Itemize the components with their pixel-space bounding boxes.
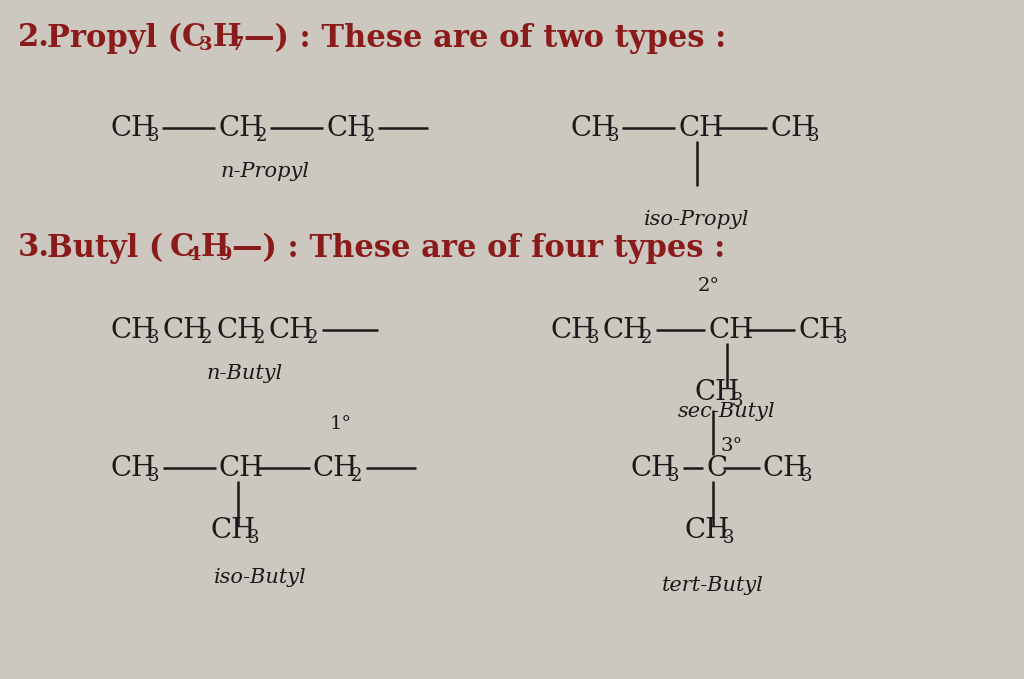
Text: 3: 3 <box>801 467 812 485</box>
Text: 4: 4 <box>187 246 201 264</box>
Text: n-Butyl: n-Butyl <box>207 364 283 383</box>
Text: C: C <box>706 454 727 481</box>
Text: CH: CH <box>770 115 815 141</box>
Text: 2: 2 <box>364 127 376 145</box>
Text: CH: CH <box>570 115 615 141</box>
Text: H: H <box>213 22 242 54</box>
Text: CH: CH <box>694 380 739 407</box>
Text: Propyl (: Propyl ( <box>47 22 182 54</box>
Text: 3: 3 <box>808 127 819 145</box>
Text: CH: CH <box>763 454 808 481</box>
Text: CH: CH <box>678 115 723 141</box>
Text: —) : These are of four types :: —) : These are of four types : <box>232 232 725 263</box>
Text: 2°: 2° <box>698 277 720 295</box>
Text: 2: 2 <box>351 467 362 485</box>
Text: iso-Propyl: iso-Propyl <box>644 210 750 229</box>
Text: n-Propyl: n-Propyl <box>220 162 309 181</box>
Text: 9: 9 <box>219 246 232 264</box>
Text: CH: CH <box>603 316 648 344</box>
Text: CH: CH <box>163 316 208 344</box>
Text: 2: 2 <box>641 329 652 347</box>
Text: 7: 7 <box>231 36 245 54</box>
Text: iso-Butyl: iso-Butyl <box>214 568 306 587</box>
Text: CH: CH <box>219 454 264 481</box>
Text: 3: 3 <box>608 127 620 145</box>
Text: CH: CH <box>630 454 675 481</box>
Text: 2.: 2. <box>18 22 50 54</box>
Text: sec-Butyl: sec-Butyl <box>678 402 776 421</box>
Text: 3°: 3° <box>721 437 743 455</box>
Text: 3: 3 <box>588 329 599 347</box>
Text: CH: CH <box>798 316 843 344</box>
Text: 3: 3 <box>668 467 680 485</box>
Text: 3: 3 <box>732 392 743 410</box>
Text: C: C <box>182 22 206 54</box>
Text: H: H <box>201 232 229 263</box>
Text: CH: CH <box>326 115 372 141</box>
Text: CH: CH <box>685 517 730 543</box>
Text: 1°: 1° <box>330 415 352 433</box>
Text: CH: CH <box>550 316 595 344</box>
Text: CH: CH <box>210 517 255 543</box>
Text: 3.: 3. <box>18 232 50 263</box>
Text: 3: 3 <box>148 467 160 485</box>
Text: C: C <box>170 232 195 263</box>
Text: 3: 3 <box>148 329 160 347</box>
Text: 3: 3 <box>248 529 259 547</box>
Text: CH: CH <box>708 316 754 344</box>
Text: CH: CH <box>218 115 263 141</box>
Text: 3: 3 <box>148 127 160 145</box>
Text: CH: CH <box>110 316 156 344</box>
Text: Butyl (: Butyl ( <box>47 232 163 263</box>
Text: 3: 3 <box>836 329 848 347</box>
Text: CH: CH <box>110 454 156 481</box>
Text: 2: 2 <box>256 127 267 145</box>
Text: —) : These are of two types :: —) : These are of two types : <box>244 22 726 54</box>
Text: CH: CH <box>269 316 314 344</box>
Text: CH: CH <box>216 316 261 344</box>
Text: 2: 2 <box>307 329 318 347</box>
Text: CH: CH <box>110 115 156 141</box>
Text: CH: CH <box>313 454 358 481</box>
Text: 3: 3 <box>199 36 213 54</box>
Text: tert-Butyl: tert-Butyl <box>663 576 764 595</box>
Text: 3: 3 <box>723 529 734 547</box>
Text: 2: 2 <box>201 329 212 347</box>
Text: 2: 2 <box>254 329 265 347</box>
